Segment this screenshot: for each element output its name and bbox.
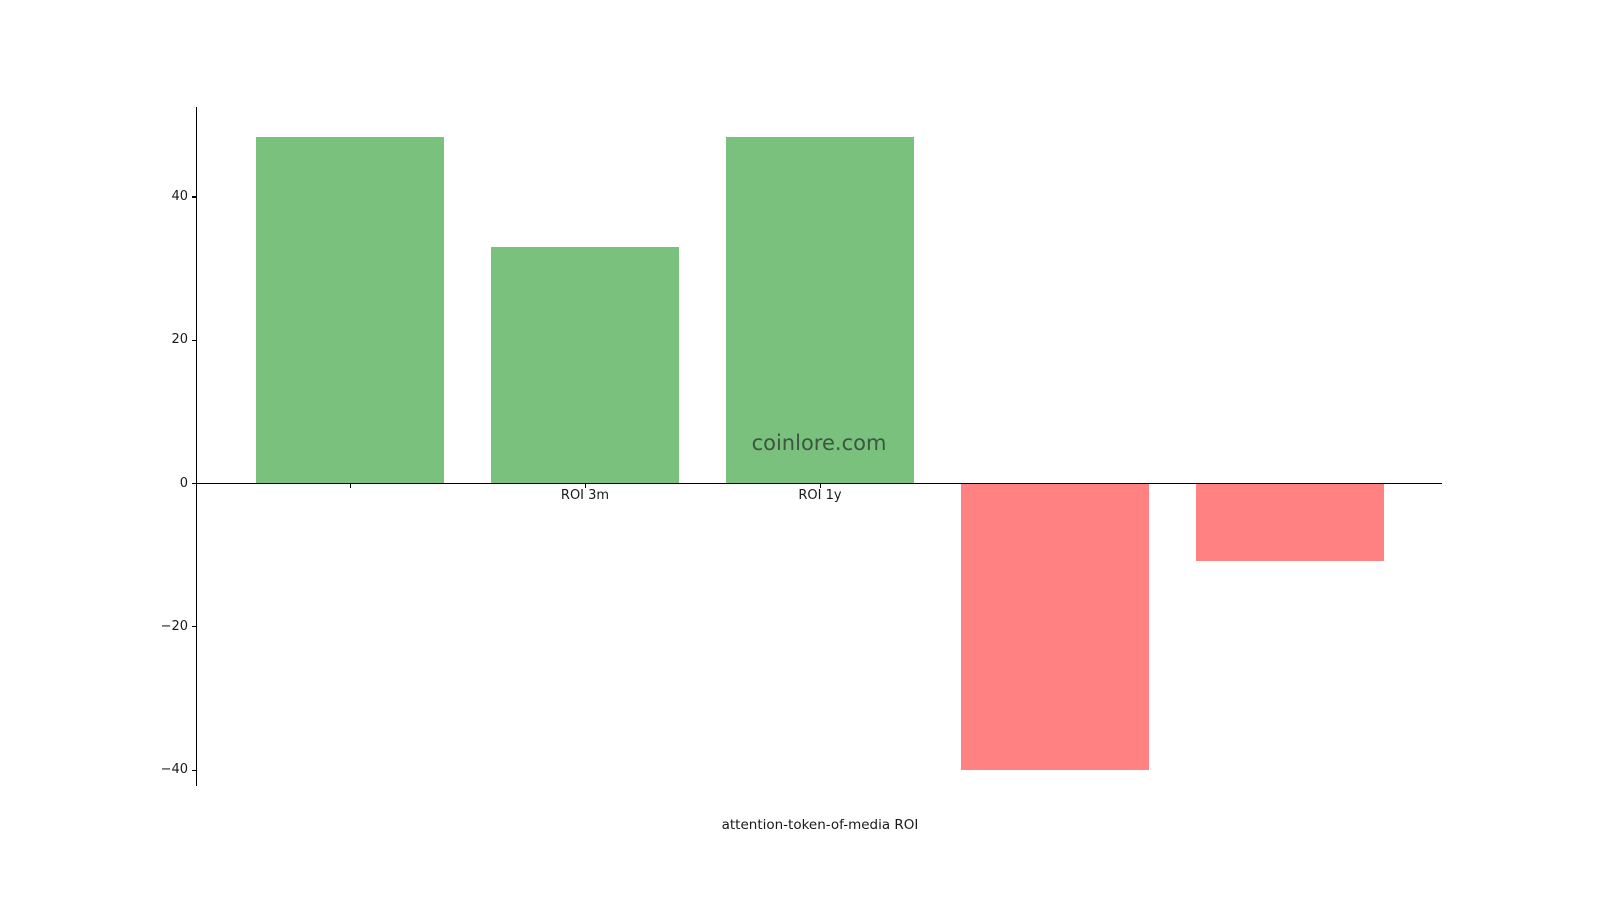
x-tick-mark	[350, 484, 352, 488]
y-tick-mark	[192, 196, 196, 198]
y-tick-mark	[192, 626, 196, 628]
bar-roi-4	[961, 483, 1149, 771]
bar-roi-5	[1196, 483, 1384, 561]
bar-roi-3m	[491, 247, 679, 484]
x-tick-mark	[585, 484, 587, 488]
y-tick-label: −20	[160, 618, 188, 634]
x-axis-line	[196, 483, 1442, 485]
y-tick-label: 40	[171, 188, 188, 204]
x-tick-label: ROI 3m	[560, 487, 610, 503]
x-tick-label: ROI 1y	[798, 487, 842, 503]
y-tick-mark	[192, 769, 196, 771]
y-tick-mark	[192, 483, 196, 485]
y-tick-label: 0	[179, 475, 188, 491]
y-tick-mark	[192, 339, 196, 341]
bar-roi-1y	[726, 137, 914, 484]
watermark-text: coinlore.com	[751, 431, 887, 455]
y-tick-label: −40	[160, 762, 188, 778]
x-tick-mark	[820, 484, 822, 488]
x-tick-label	[280, 488, 420, 504]
y-tick-label: 20	[171, 332, 188, 348]
chart-title: attention-token-of-media ROI	[721, 817, 919, 833]
bar-roi-1	[256, 137, 444, 484]
y-axis-line	[196, 107, 198, 786]
